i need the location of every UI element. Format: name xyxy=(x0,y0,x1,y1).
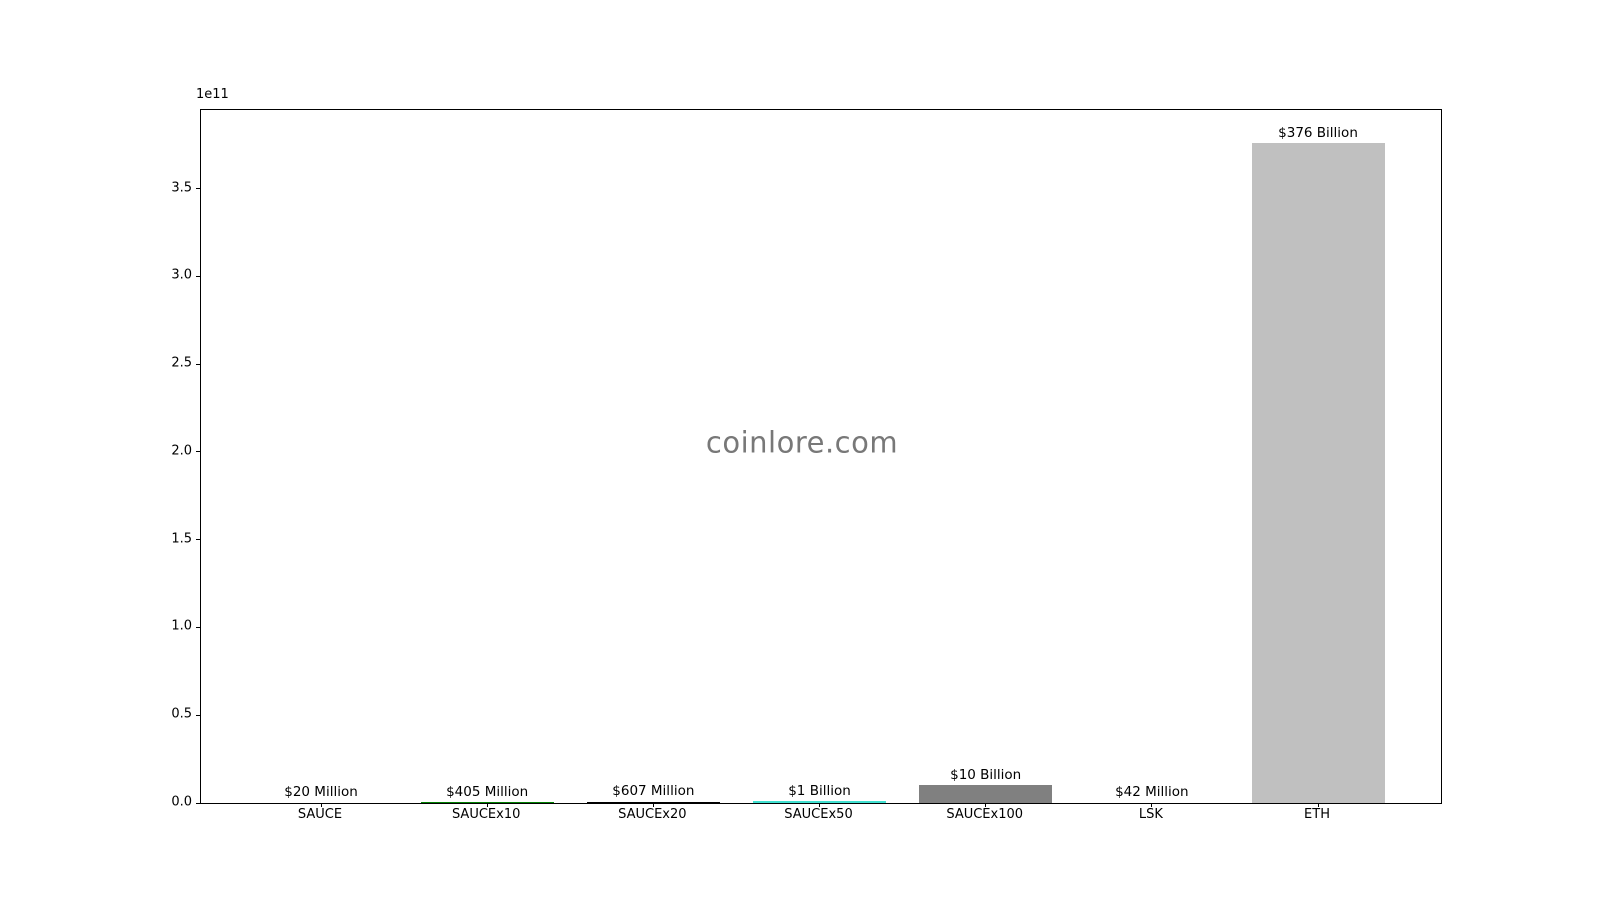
x-axis-tick-label-saucex100: SAUCEx100 xyxy=(946,807,1024,822)
y-axis-tick-mark xyxy=(196,451,200,453)
bar-saucex10 xyxy=(420,802,554,803)
bar-value-label-lsk: $42 Million xyxy=(1115,784,1189,801)
x-axis-tick-mark xyxy=(652,803,654,807)
bar-value-label-eth: $376 Billion xyxy=(1278,124,1358,141)
y-axis-offset-label: 1e11 xyxy=(196,87,229,102)
y-axis-tick-mark xyxy=(196,802,200,804)
y-axis-tick-label: 2.5 xyxy=(171,355,192,371)
y-axis-tick-label: 1.0 xyxy=(171,618,192,634)
y-axis-tick-mark xyxy=(196,714,200,716)
bar-value-label-saucex50: $1 Billion xyxy=(788,782,851,799)
bar-value-label-saucex100: $10 Billion xyxy=(950,766,1022,783)
bar-eth xyxy=(1251,143,1385,803)
bar-saucex50 xyxy=(753,801,886,803)
y-axis-tick-label: 2.0 xyxy=(171,443,192,459)
bar-value-label-sauce: $20 Million xyxy=(284,784,358,801)
x-axis-tick-label-saucex10: SAUCEx10 xyxy=(451,807,521,822)
y-axis-tick-mark xyxy=(196,363,200,365)
x-axis-tick-mark xyxy=(985,803,987,807)
y-axis-tick-mark xyxy=(196,188,200,190)
y-axis-tick-label: 0.5 xyxy=(171,706,192,722)
y-axis-tick-label: 3.5 xyxy=(171,180,192,196)
x-axis-tick-label-saucex20: SAUCEx20 xyxy=(618,807,687,822)
y-axis-tick-mark xyxy=(196,275,200,277)
y-axis-tick-label: 3.0 xyxy=(171,267,192,283)
bar-saucex20 xyxy=(586,801,720,803)
x-axis-tick-mark xyxy=(1151,803,1153,807)
watermark-text: coinlore.com xyxy=(705,425,899,460)
x-axis-tick-label-saucex50: SAUCEx50 xyxy=(784,807,853,822)
bar-saucex100 xyxy=(919,785,1053,803)
x-axis-tick-mark xyxy=(486,803,488,807)
y-axis-tick-label: 1.5 xyxy=(171,531,192,547)
x-axis-tick-label-eth: ETH xyxy=(1304,807,1330,822)
x-axis-tick-label-lsk: LSK xyxy=(1138,807,1163,822)
y-axis-tick-mark xyxy=(196,626,200,628)
x-axis-tick-mark xyxy=(819,803,820,807)
bar-value-label-saucex10: $405 Million xyxy=(446,783,529,800)
x-axis-tick-label-sauce: SAUCE xyxy=(297,807,343,822)
x-axis-tick-mark xyxy=(1317,803,1319,807)
y-axis-tick-label: 0.0 xyxy=(171,794,192,810)
y-axis-tick-mark xyxy=(196,539,200,541)
bar-value-label-saucex20: $607 Million xyxy=(612,783,695,800)
plot-area: $20 Million $405 Million $607 Million $1 Bi… xyxy=(196,109,1442,807)
x-axis-tick-mark xyxy=(320,803,322,807)
